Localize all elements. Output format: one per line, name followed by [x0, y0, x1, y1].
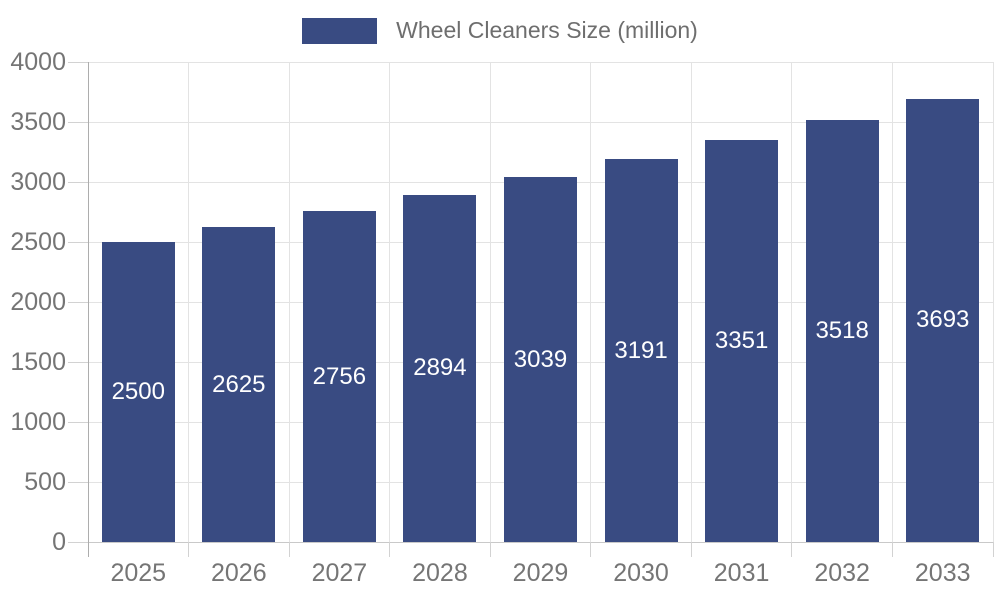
y-axis-tick-label: 1000 [10, 408, 66, 436]
bar-2030[interactable] [604, 159, 678, 542]
x-tick [389, 542, 391, 557]
y-axis-tick-label: 2500 [10, 228, 66, 256]
y-axis-tick-label: 1500 [10, 348, 66, 376]
y-axis-tick-label: 500 [24, 468, 66, 496]
y-axis-tick-label: 3500 [10, 108, 66, 136]
y-tick [68, 481, 88, 483]
y-tick [68, 541, 88, 543]
x-tick [791, 542, 793, 557]
bar-2025[interactable] [101, 242, 175, 542]
bar-2031[interactable] [705, 139, 779, 542]
bar-value-label: 2894 [413, 354, 467, 382]
bar-2026[interactable] [202, 227, 276, 542]
x-axis-tick-label: 2032 [814, 559, 870, 587]
bar-2032[interactable] [805, 119, 879, 542]
y-axis-tick-label: 4000 [10, 48, 66, 76]
x-axis-tick-label: 2026 [211, 559, 267, 587]
bar-2028[interactable] [403, 194, 477, 542]
gridline-v [389, 62, 391, 542]
bar-value-label: 3693 [916, 306, 970, 334]
bar-value-label: 3191 [614, 336, 668, 364]
y-tick [68, 241, 88, 243]
bar-2027[interactable] [302, 211, 376, 542]
x-tick [891, 542, 893, 557]
gridline-h [88, 541, 993, 543]
bar-value-label: 3351 [714, 326, 769, 354]
bar-value-label: 3518 [815, 316, 869, 344]
gridline-v [188, 62, 190, 542]
y-axis-tick-label: 3000 [10, 168, 66, 196]
x-axis-tick-label: 2025 [110, 559, 167, 587]
y-tick [68, 181, 88, 183]
x-tick [288, 542, 290, 557]
x-axis-tick-label: 2033 [914, 559, 971, 587]
chart-legend[interactable]: Wheel Cleaners Size (million) [0, 17, 1000, 44]
x-axis-tick-label: 2030 [613, 559, 669, 587]
gridline-v [489, 62, 491, 542]
x-tick [690, 542, 692, 557]
gridline-v [590, 62, 592, 542]
gridline-v [891, 62, 893, 542]
bar-value-label: 2625 [212, 370, 266, 398]
x-tick [992, 542, 994, 557]
bar-2029[interactable] [504, 177, 577, 542]
x-axis-tick-label: 2028 [412, 559, 468, 587]
gridline-h [88, 61, 993, 63]
y-tick [68, 361, 88, 363]
gridline-v [690, 62, 692, 542]
y-axis-line [87, 62, 89, 557]
x-tick [489, 542, 491, 557]
legend-title: Wheel Cleaners Size (million) [396, 17, 698, 43]
legend-swatch [302, 17, 378, 44]
x-axis-tick-label: 2031 [713, 559, 770, 587]
bar-value-label: 3039 [513, 345, 568, 373]
y-tick [68, 301, 88, 303]
bar-2033[interactable] [906, 98, 980, 542]
x-tick [590, 542, 592, 557]
x-tick [188, 542, 190, 557]
y-tick [68, 421, 88, 423]
y-axis-tick-label: 2000 [10, 288, 66, 316]
gridline-v [288, 62, 290, 542]
x-axis-tick-label: 2029 [512, 559, 569, 587]
gridline-v [992, 62, 994, 542]
y-axis-tick-label: 0 [52, 528, 66, 556]
y-tick [68, 121, 88, 123]
bar-value-label: 2500 [111, 378, 165, 405]
gridline-h [88, 121, 993, 123]
bar-value-label: 2756 [312, 362, 367, 390]
gridline-v [791, 62, 793, 542]
y-tick [68, 61, 88, 63]
x-axis-tick-label: 2027 [311, 559, 368, 587]
